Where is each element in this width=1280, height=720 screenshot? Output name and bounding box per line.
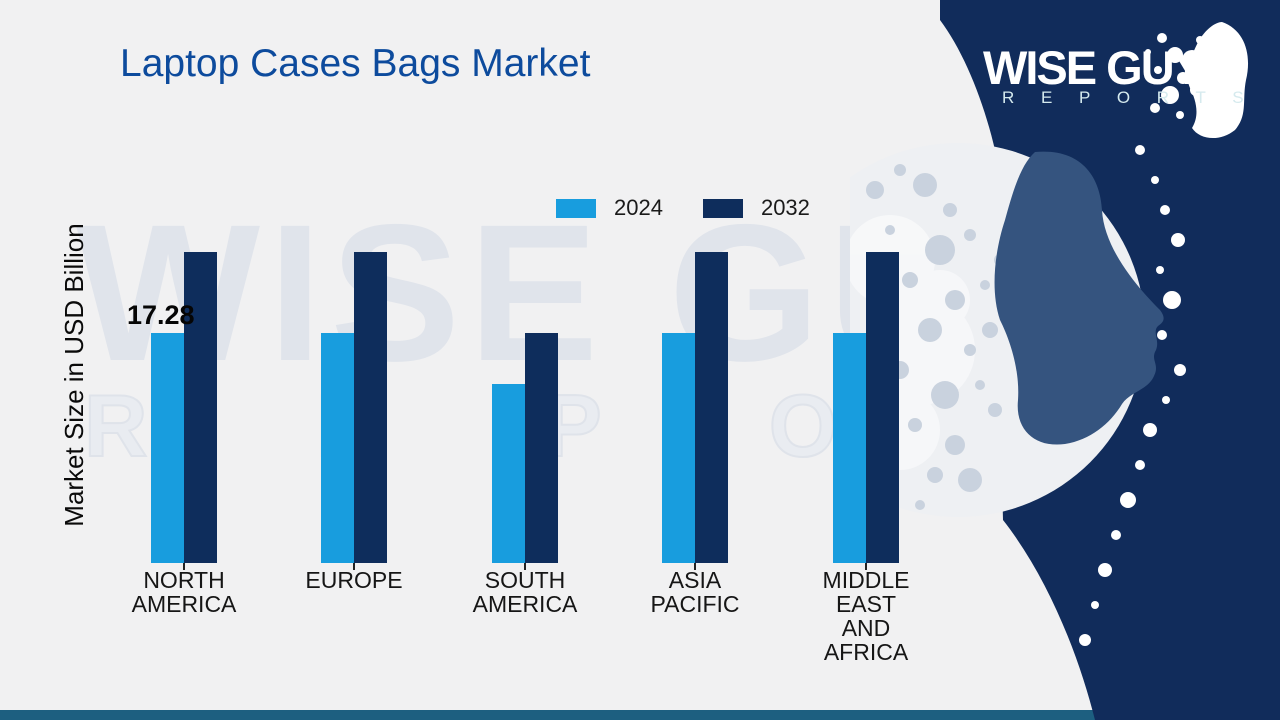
legend-label-2032: 2032 xyxy=(760,195,810,220)
bar-2032-north-america xyxy=(184,252,217,563)
logo-wordmark: WISE GUY xyxy=(983,41,1204,94)
axis-category-label-south-america: SOUTH AMERICA xyxy=(472,567,578,617)
chart-title: Laptop Cases Bags Market xyxy=(120,42,591,85)
logo-dot-cluster xyxy=(1145,33,1215,119)
axis-category-label-asia-pacific: ASIA PACIFIC xyxy=(650,567,740,617)
axis-tick-middle-east-and-africa xyxy=(865,563,867,570)
footer-accent-bar xyxy=(0,710,1100,720)
chart-legend: 2024 2032 xyxy=(556,195,832,221)
head-dot-pattern xyxy=(866,164,1006,510)
face-silhouette xyxy=(994,151,1164,445)
bar-2032-asia-pacific xyxy=(695,252,728,563)
logo-face-icon xyxy=(1187,22,1249,139)
legend-label-2024: 2024 xyxy=(614,195,663,220)
axis-category-label-middle-east-and-africa: MIDDLE EAST AND AFRICA xyxy=(822,567,910,665)
axis-tick-asia-pacific xyxy=(694,563,696,570)
bar-2024-europe xyxy=(321,333,354,563)
bar-2024-north-america xyxy=(151,333,184,563)
logo-reports-text: R E P O R T S xyxy=(1002,88,1255,107)
bar-2032-south-america xyxy=(525,333,558,563)
bar-2024-south-america xyxy=(492,384,525,563)
bar-2032-middle-east-and-africa xyxy=(866,252,899,563)
legend-item-2024: 2024 xyxy=(556,195,663,221)
legend-swatch-2024 xyxy=(556,198,596,218)
axis-tick-south-america xyxy=(524,563,526,570)
bar-2024-asia-pacific xyxy=(662,333,695,563)
axis-category-label-north-america: NORTH AMERICA xyxy=(131,567,237,617)
axis-tick-europe xyxy=(353,563,355,570)
legend-item-2032: 2032 xyxy=(702,195,810,221)
axis-category-label-europe: EUROPE xyxy=(305,567,403,593)
navy-white-dots xyxy=(1079,145,1186,646)
legend-swatch-2032 xyxy=(702,198,743,218)
data-label-north-america-2024: 17.28 xyxy=(127,300,195,330)
bar-2032-europe xyxy=(354,252,387,563)
bar-2024-middle-east-and-africa xyxy=(833,333,866,563)
axis-tick-north-america xyxy=(183,563,185,570)
